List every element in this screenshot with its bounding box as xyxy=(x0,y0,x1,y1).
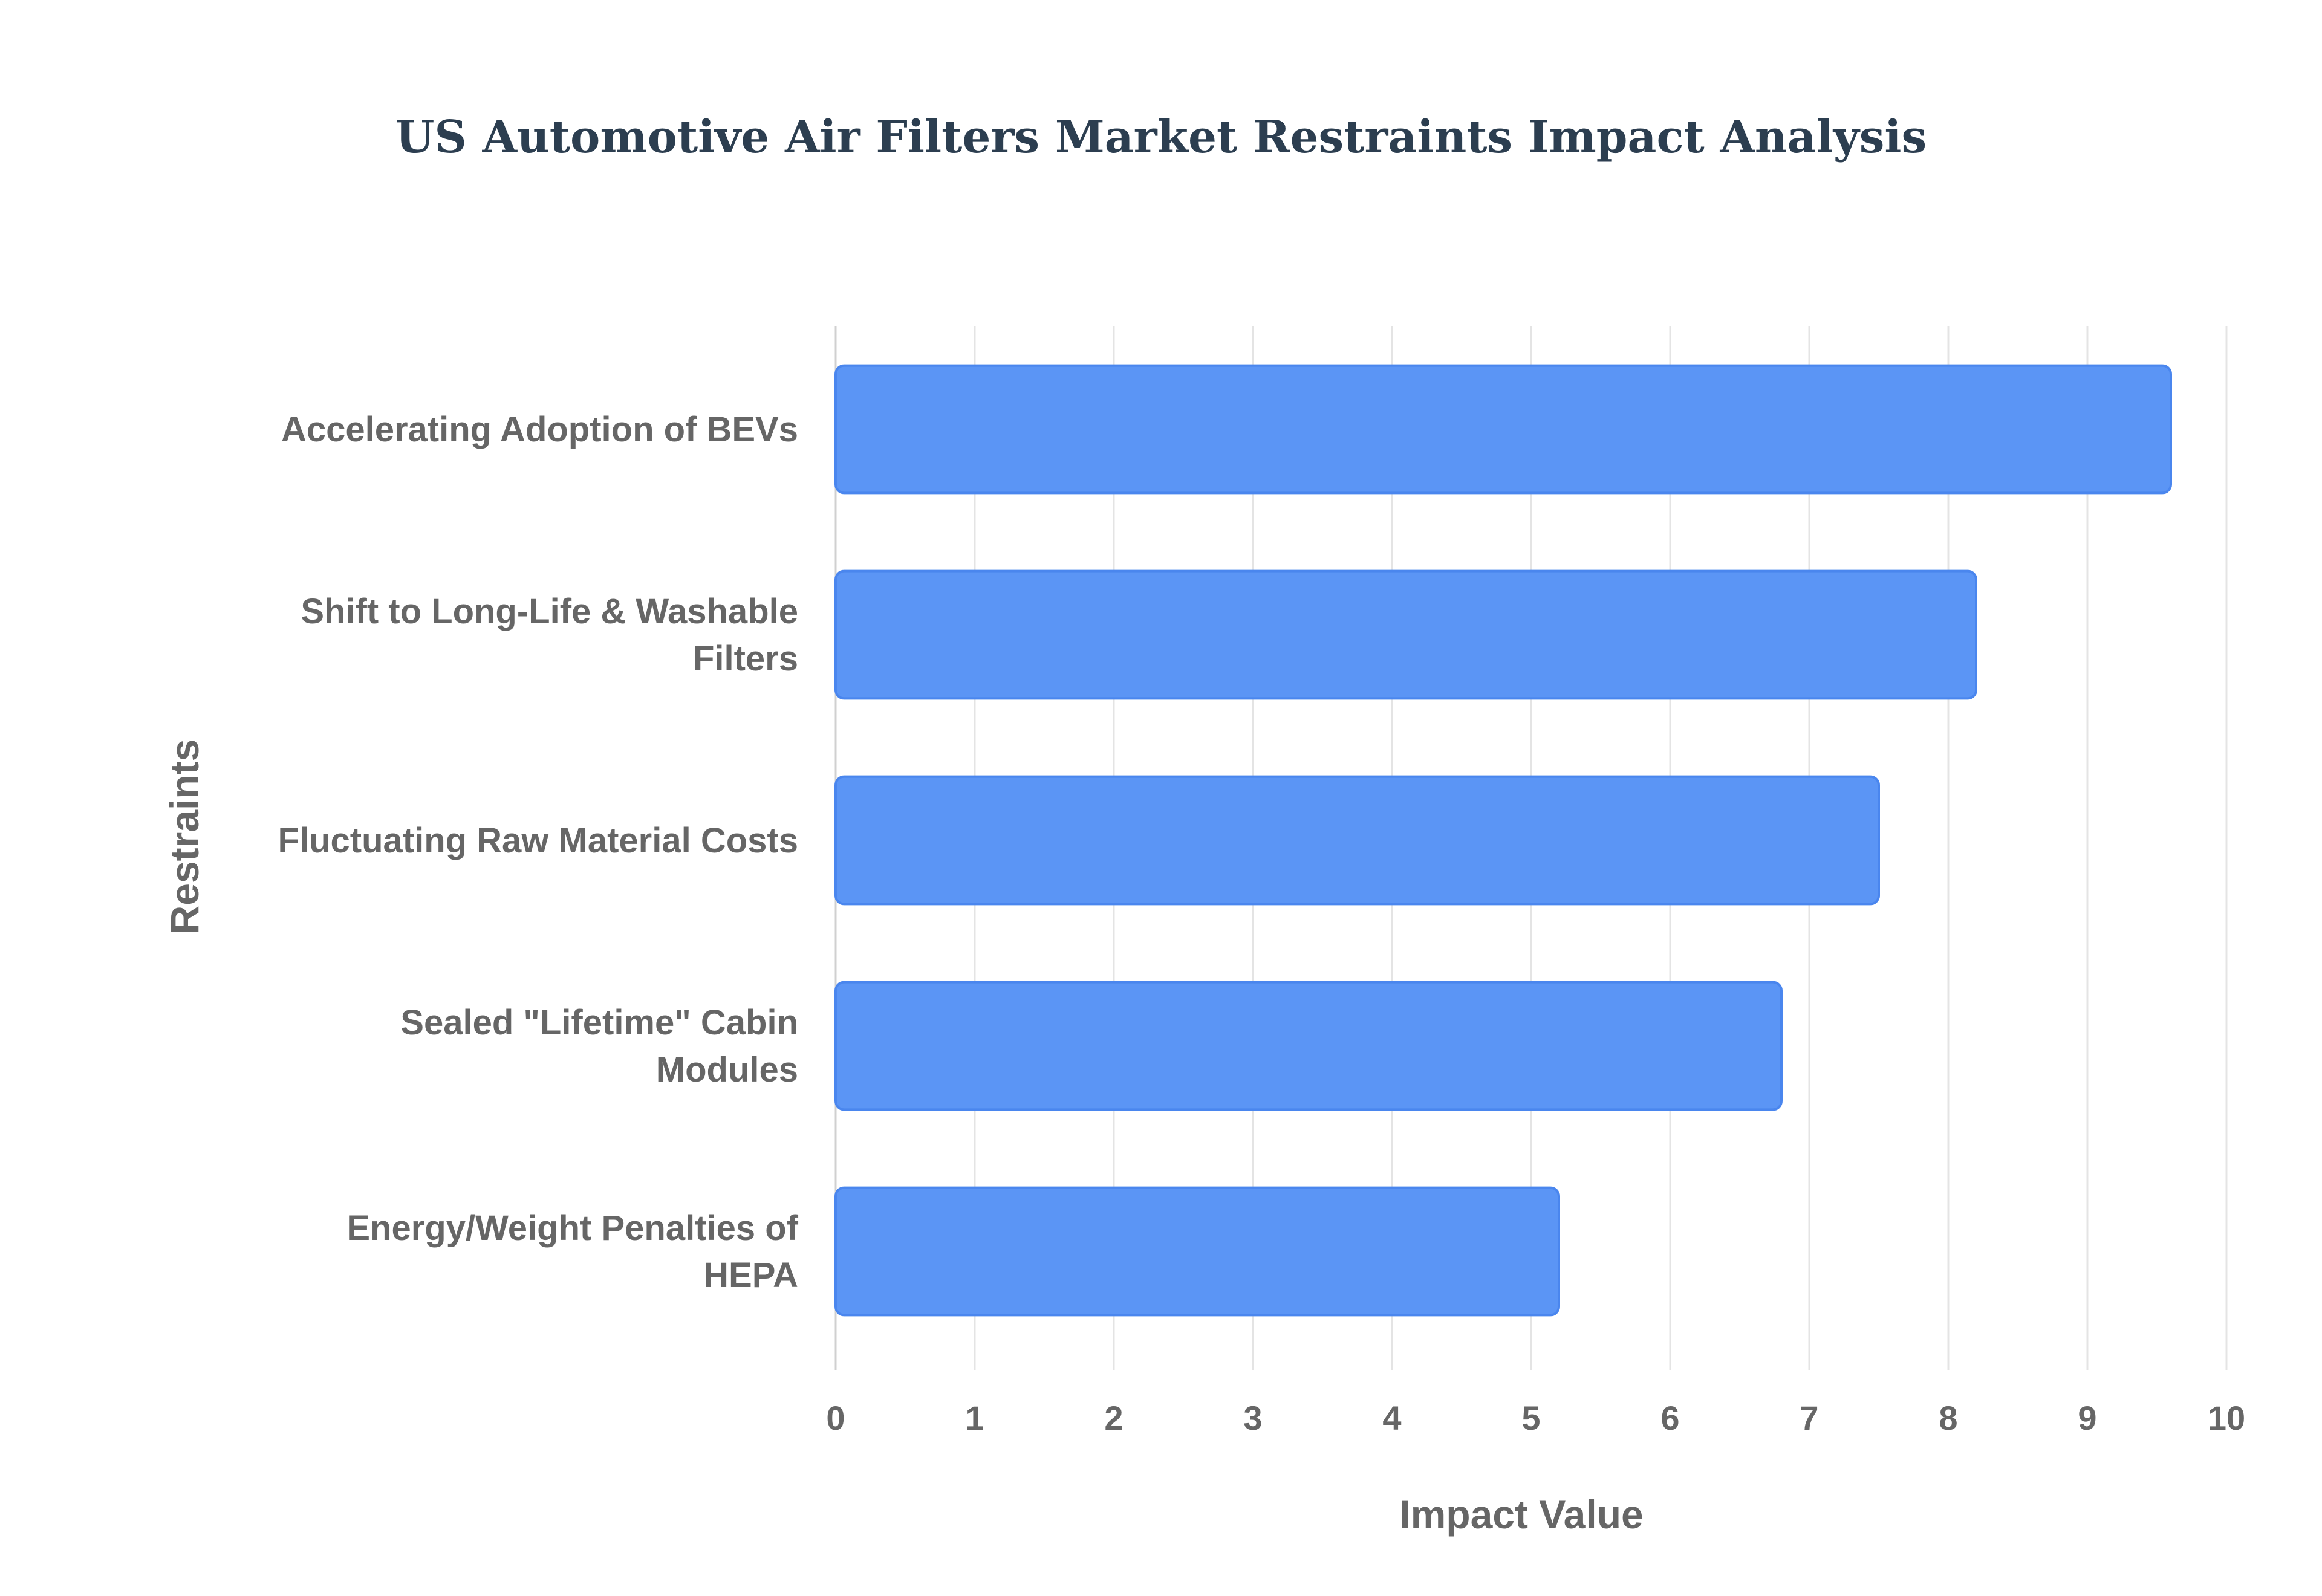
x-tick-label: 6 xyxy=(1660,1399,1679,1437)
x-tick-label: 8 xyxy=(1939,1399,1957,1437)
x-axis-title: Impact Value xyxy=(1399,1492,1644,1537)
x-tick-label: 7 xyxy=(1800,1399,1818,1437)
x-tick-label: 4 xyxy=(1382,1399,1401,1437)
bar xyxy=(834,981,1783,1111)
x-tick-label: 5 xyxy=(1521,1399,1540,1437)
bar xyxy=(834,1186,1560,1317)
chart-title: US Automotive Air Filters Market Restrai… xyxy=(395,111,1927,163)
bar xyxy=(834,775,1880,906)
category-label: Energy/Weight Penalties of HEPA xyxy=(346,1208,798,1295)
x-tick-label: 1 xyxy=(965,1399,984,1437)
x-tick-label: 10 xyxy=(2208,1399,2245,1437)
category-label: Fluctuating Raw Material Costs xyxy=(278,821,798,860)
category-label: Accelerating Adoption of BEVs xyxy=(281,410,798,449)
x-tick-label: 0 xyxy=(826,1399,845,1437)
category-label: Sealed "Lifetime" Cabin Modules xyxy=(400,1003,798,1089)
bar xyxy=(834,569,1977,700)
x-tick-label: 3 xyxy=(1243,1399,1262,1437)
x-tick-label: 2 xyxy=(1104,1399,1123,1437)
category-label: Shift to Long-Life & Washable Filters xyxy=(301,592,798,678)
x-tick-labels: 0 1 2 3 4 5 6 7 8 9 10 xyxy=(826,1399,2245,1437)
y-axis-title: Restraints xyxy=(162,739,207,935)
x-tick-label: 9 xyxy=(2078,1399,2096,1437)
bar xyxy=(834,364,2172,495)
category-labels: Accelerating Adoption of BEVs Shift to Lo… xyxy=(278,410,799,1295)
bars xyxy=(834,364,2172,1317)
